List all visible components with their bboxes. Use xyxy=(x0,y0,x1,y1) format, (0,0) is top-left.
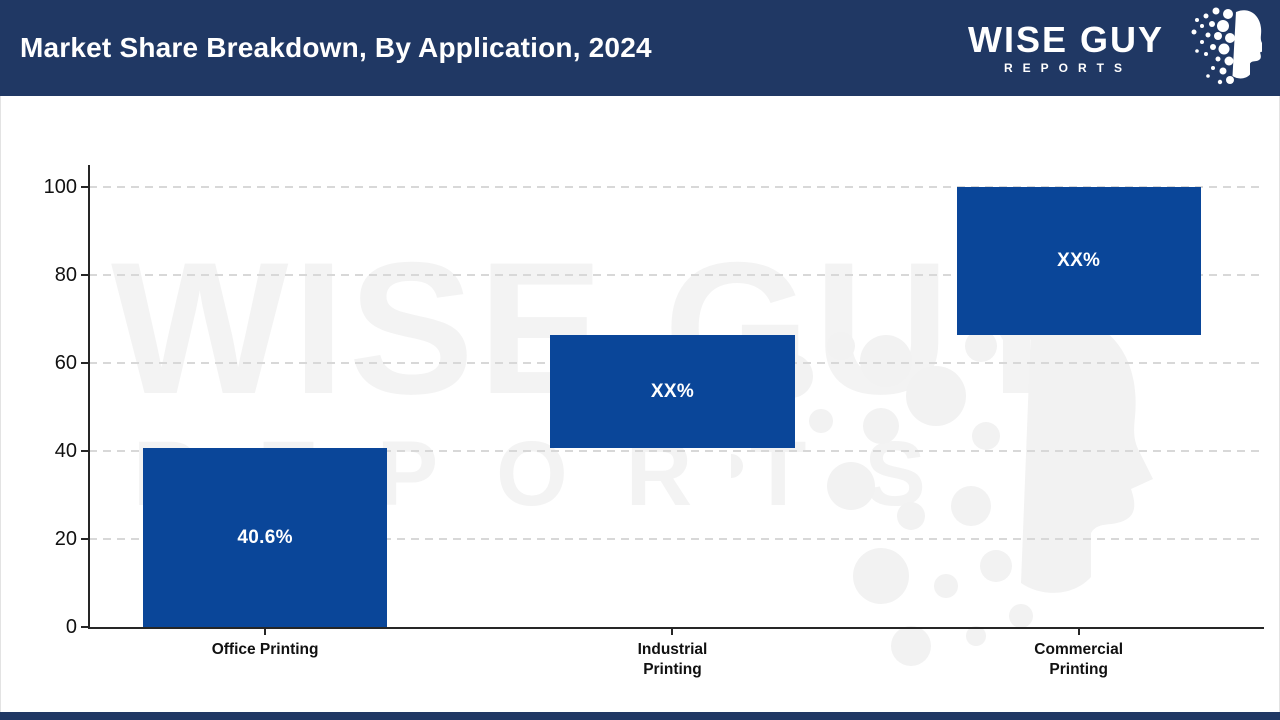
ytick-mark-80 xyxy=(81,274,88,276)
xtick-label-0: Office Printing xyxy=(211,641,319,658)
page-title: Market Share Breakdown, By Application, … xyxy=(20,32,652,63)
ytick-label-0: 0 xyxy=(65,616,77,638)
wise-guy-reports-logo: WISE GUY REPORTS xyxy=(968,2,1262,94)
x-axis-line xyxy=(88,627,1264,629)
ytick-mark-100 xyxy=(81,186,88,188)
y-axis-line xyxy=(88,165,90,629)
chart-canvas: WISE GUY REPORTS 0 20 40 60 80 100 40.6% Office… xyxy=(0,96,1280,712)
watermark-dotted-face xyxy=(731,318,1153,666)
gridline-y-20 xyxy=(89,538,1263,540)
header-bar: Market Share Breakdown, By Application, … xyxy=(0,0,1280,96)
footer-bar xyxy=(0,712,1280,720)
ytick-label-60: 60 xyxy=(54,352,77,374)
ytick-mark-60 xyxy=(81,362,88,364)
ytick-label-100: 100 xyxy=(43,176,77,198)
xtick-label-2: Commercial Printing xyxy=(1034,641,1124,678)
xtick-label-1: Industrial Printing xyxy=(637,641,708,678)
ytick-mark-0 xyxy=(81,626,88,628)
dotted-face-icon xyxy=(1191,7,1262,85)
gridline-y-40 xyxy=(89,450,1263,452)
xtick-mark-1 xyxy=(671,629,674,635)
ytick-label-20: 20 xyxy=(54,528,77,550)
logo-subtitle: REPORTS xyxy=(1003,60,1132,75)
logo-text: WISE GUY REPORTS xyxy=(967,18,1164,75)
xtick-mark-0 xyxy=(264,629,267,635)
bar-value-label: XX% xyxy=(1057,250,1101,272)
bar-value-label: 40.6% xyxy=(237,526,293,548)
bar-value-label: XX% xyxy=(650,380,695,402)
ytick-label-80: 80 xyxy=(54,264,77,286)
ytick-label-40: 40 xyxy=(54,440,77,462)
logo-wordmark: WISE GUY xyxy=(967,18,1164,60)
bar-commercial-printing: XX% xyxy=(956,187,1201,336)
gridline-y-100 xyxy=(89,186,1263,188)
bar-office-printing: 40.6% xyxy=(143,448,388,627)
ytick-mark-20 xyxy=(81,538,88,540)
xtick-mark-2 xyxy=(1077,629,1080,635)
ytick-mark-40 xyxy=(81,450,88,452)
bar-industrial-printing: XX% xyxy=(550,335,795,449)
gridline-y-80 xyxy=(89,274,1263,276)
